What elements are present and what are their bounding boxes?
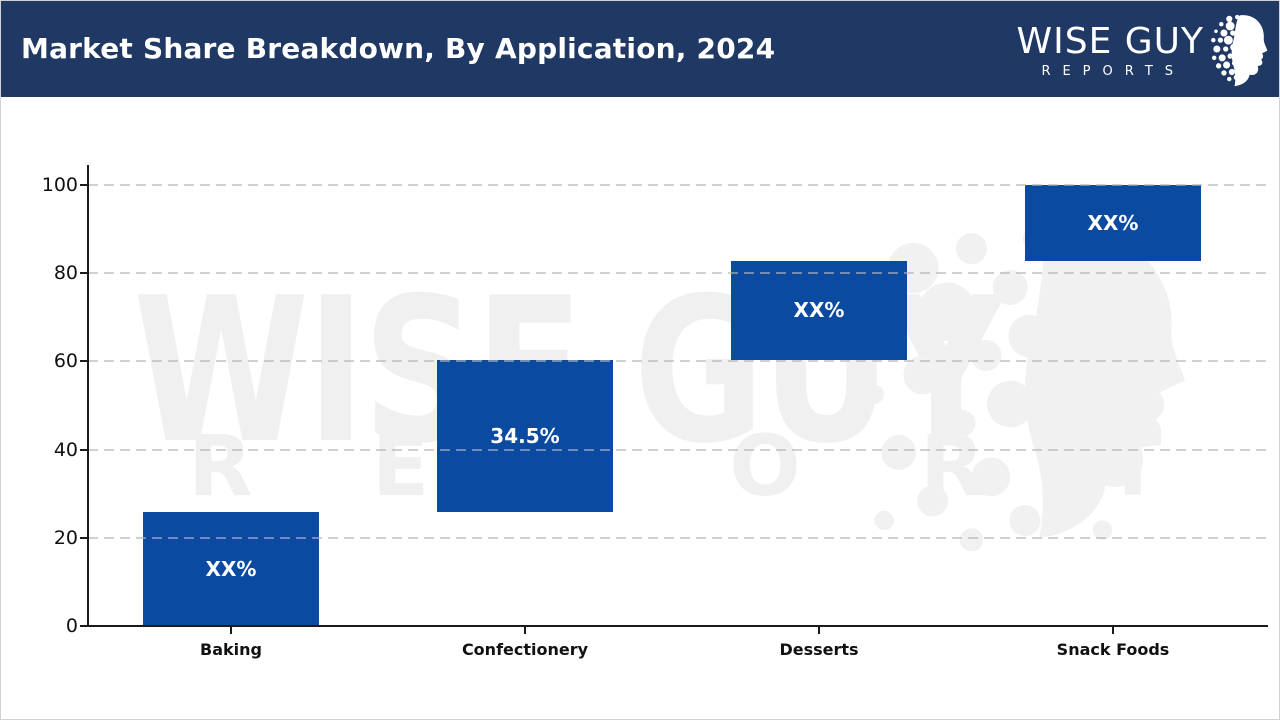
y-tick-label-40: 40 — [53, 438, 78, 461]
x-tick-mark-desserts — [818, 627, 820, 634]
y-axis-line — [87, 165, 89, 627]
y-tick-label-80: 80 — [53, 262, 78, 285]
y-tick-mark-0 — [80, 625, 88, 627]
bar-value-label-snack-foods: XX% — [1087, 210, 1139, 235]
wise-guy-logo: WISE GUY REPORTS — [1017, 10, 1271, 92]
x-axis-label-snack-foods: Snack Foods — [1056, 640, 1170, 659]
bar-baking: XX% — [143, 512, 319, 626]
logo-head-icon — [1208, 10, 1270, 92]
bar-value-label-baking: XX% — [205, 557, 257, 582]
y-tick-mark-100 — [80, 184, 88, 186]
y-tick-label-60: 60 — [53, 350, 78, 373]
y-tick-mark-40 — [80, 448, 88, 451]
y-tick-label-20: 20 — [53, 526, 78, 549]
gridline-40 — [88, 448, 1268, 451]
gridline-100 — [88, 184, 1268, 186]
y-tick-mark-80 — [80, 272, 88, 275]
x-axis-label-baking: Baking — [200, 640, 262, 659]
x-axis-line — [87, 625, 1268, 627]
bar-snack-foods: XX% — [1025, 185, 1201, 261]
gridline-20 — [88, 536, 1268, 539]
x-tick-mark-confectionery — [524, 627, 526, 634]
logo-text: WISE GUY REPORTS — [1017, 23, 1205, 79]
logo-wordmark: WISE GUY — [1016, 21, 1204, 63]
header-bar: Market Share Breakdown, By Application, … — [0, 0, 1280, 97]
page-title: Market Share Breakdown, By Application, … — [21, 32, 776, 65]
x-axis-label-desserts: Desserts — [779, 640, 859, 659]
y-tick-mark-60 — [80, 360, 88, 363]
bar-confectionery: 34.5% — [437, 360, 613, 513]
y-tick-mark-20 — [80, 536, 88, 539]
x-tick-mark-snack-foods — [1112, 627, 1114, 634]
gridline-80 — [88, 272, 1268, 275]
bar-value-label-confectionery: 34.5% — [490, 424, 560, 449]
x-tick-mark-baking — [230, 627, 232, 634]
y-tick-label-0: 0 — [65, 615, 78, 637]
gridline-60 — [88, 360, 1268, 363]
y-tick-label-100: 100 — [41, 174, 78, 196]
bar-desserts: XX% — [731, 260, 907, 361]
logo-subtitle: REPORTS — [1041, 63, 1186, 79]
x-axis-label-confectionery: Confectionery — [461, 640, 589, 659]
bar-value-label-desserts: XX% — [793, 298, 845, 323]
